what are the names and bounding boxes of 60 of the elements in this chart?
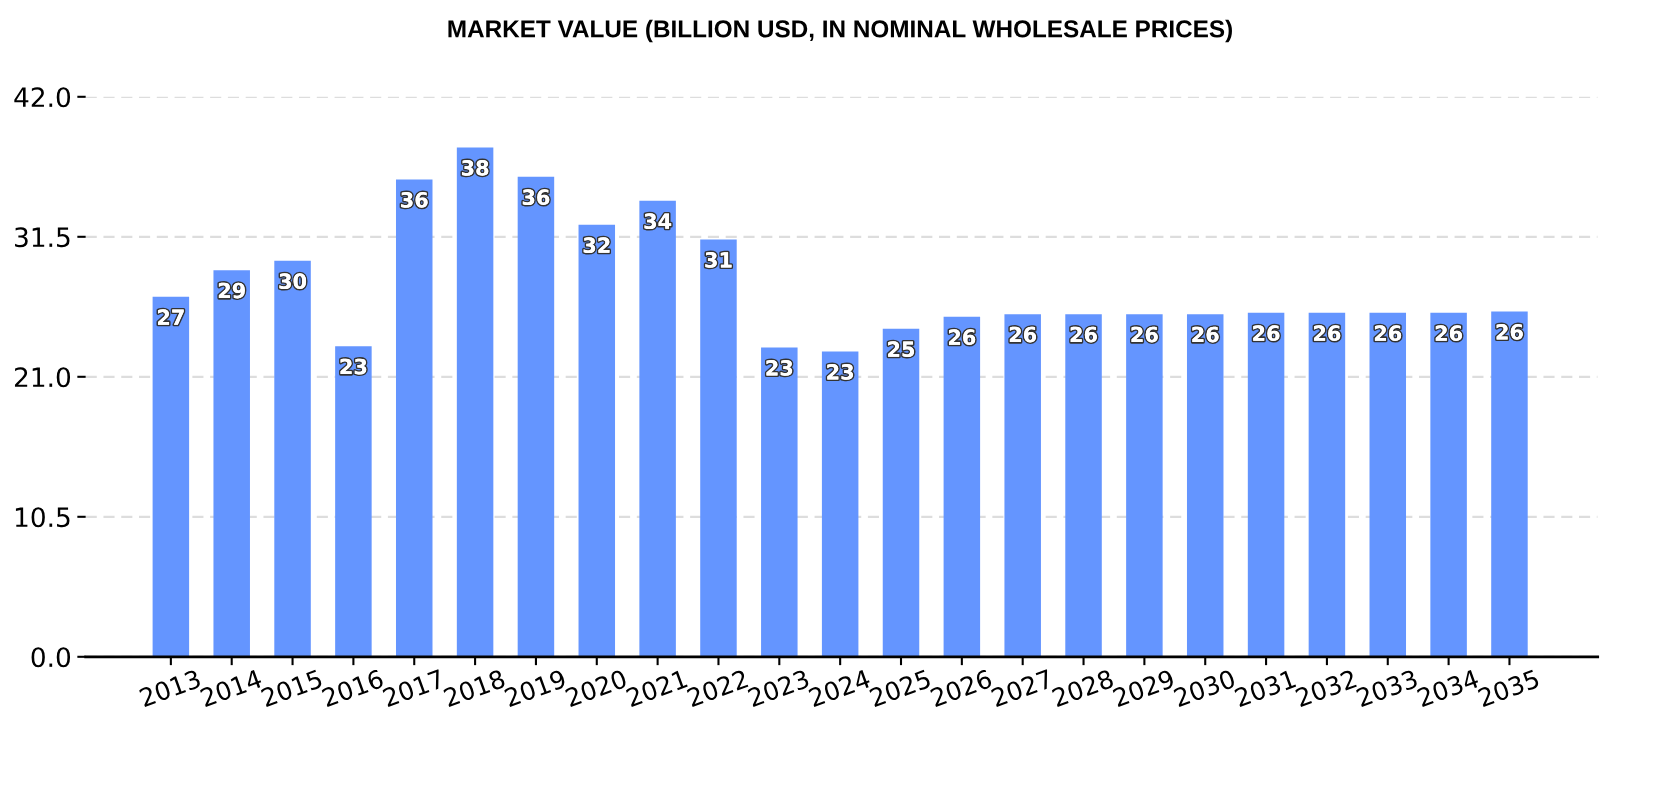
data-label: 26: [1192, 326, 1219, 343]
data-label: 26: [1253, 325, 1280, 342]
bar: [1126, 314, 1163, 657]
bar: [1004, 314, 1041, 657]
data-label: 36: [401, 191, 428, 208]
y-tick-label: 21.0: [14, 367, 71, 388]
bar: [943, 316, 981, 657]
x-tick-label: 2022: [686, 669, 749, 708]
data-label: 26: [1131, 326, 1158, 343]
x-tick-label: 2018: [442, 668, 506, 708]
data-label: 26: [1009, 326, 1037, 343]
bar: [1247, 312, 1285, 657]
data-label: 23: [827, 363, 853, 380]
y-tick-label: 10.5: [15, 507, 70, 528]
x-tick-label: 2015: [260, 669, 323, 708]
bar: [700, 239, 737, 657]
bar: [639, 200, 676, 657]
x-tick-label: 2021: [625, 669, 688, 708]
bar: [821, 351, 859, 657]
bar: [1430, 312, 1467, 657]
data-label: 31: [705, 251, 732, 268]
data-label: 26: [1496, 323, 1523, 340]
data-label: 32: [583, 237, 610, 254]
data-label: 26: [1314, 325, 1341, 342]
data-label: 27: [158, 309, 184, 325]
bar: [1065, 314, 1102, 657]
bar: [761, 347, 798, 657]
bar: [395, 179, 433, 657]
bar: [274, 260, 311, 657]
x-tick-label: 2032: [1294, 669, 1357, 708]
y-tick-label: 0.0: [31, 647, 71, 668]
data-label: 38: [461, 159, 489, 176]
data-label: 25: [888, 341, 915, 358]
data-label: 26: [1374, 325, 1402, 342]
bar: [1369, 312, 1407, 657]
bar: [517, 176, 555, 657]
data-label: 34: [644, 213, 672, 230]
bar: [1491, 311, 1528, 657]
data-label: 26: [1435, 325, 1462, 342]
bar: [1308, 312, 1346, 657]
x-tick-label: 2023: [747, 669, 810, 708]
bar: [152, 296, 190, 657]
x-tick-label: 2031: [1233, 669, 1297, 708]
y-tick-label: 31.5: [15, 227, 70, 248]
bar: [578, 224, 616, 657]
bar: [882, 328, 920, 657]
y-tick-label: 42.0: [14, 87, 71, 108]
data-label: 26: [949, 329, 976, 346]
chart-title: MARKET VALUE (BILLION USD, IN NOMINAL WHOLESALE PRICES): [448, 19, 1232, 43]
x-tick-label: 2035: [1477, 669, 1540, 708]
data-label: 23: [340, 358, 367, 375]
bar: [1186, 314, 1224, 657]
bar: [456, 147, 494, 657]
data-label: 26: [1070, 326, 1097, 343]
data-label: 23: [766, 359, 793, 376]
bar: [335, 346, 372, 657]
data-label: 36: [522, 189, 550, 206]
bar: [213, 270, 250, 657]
data-label: 29: [218, 282, 245, 299]
data-label: 30: [279, 273, 307, 290]
